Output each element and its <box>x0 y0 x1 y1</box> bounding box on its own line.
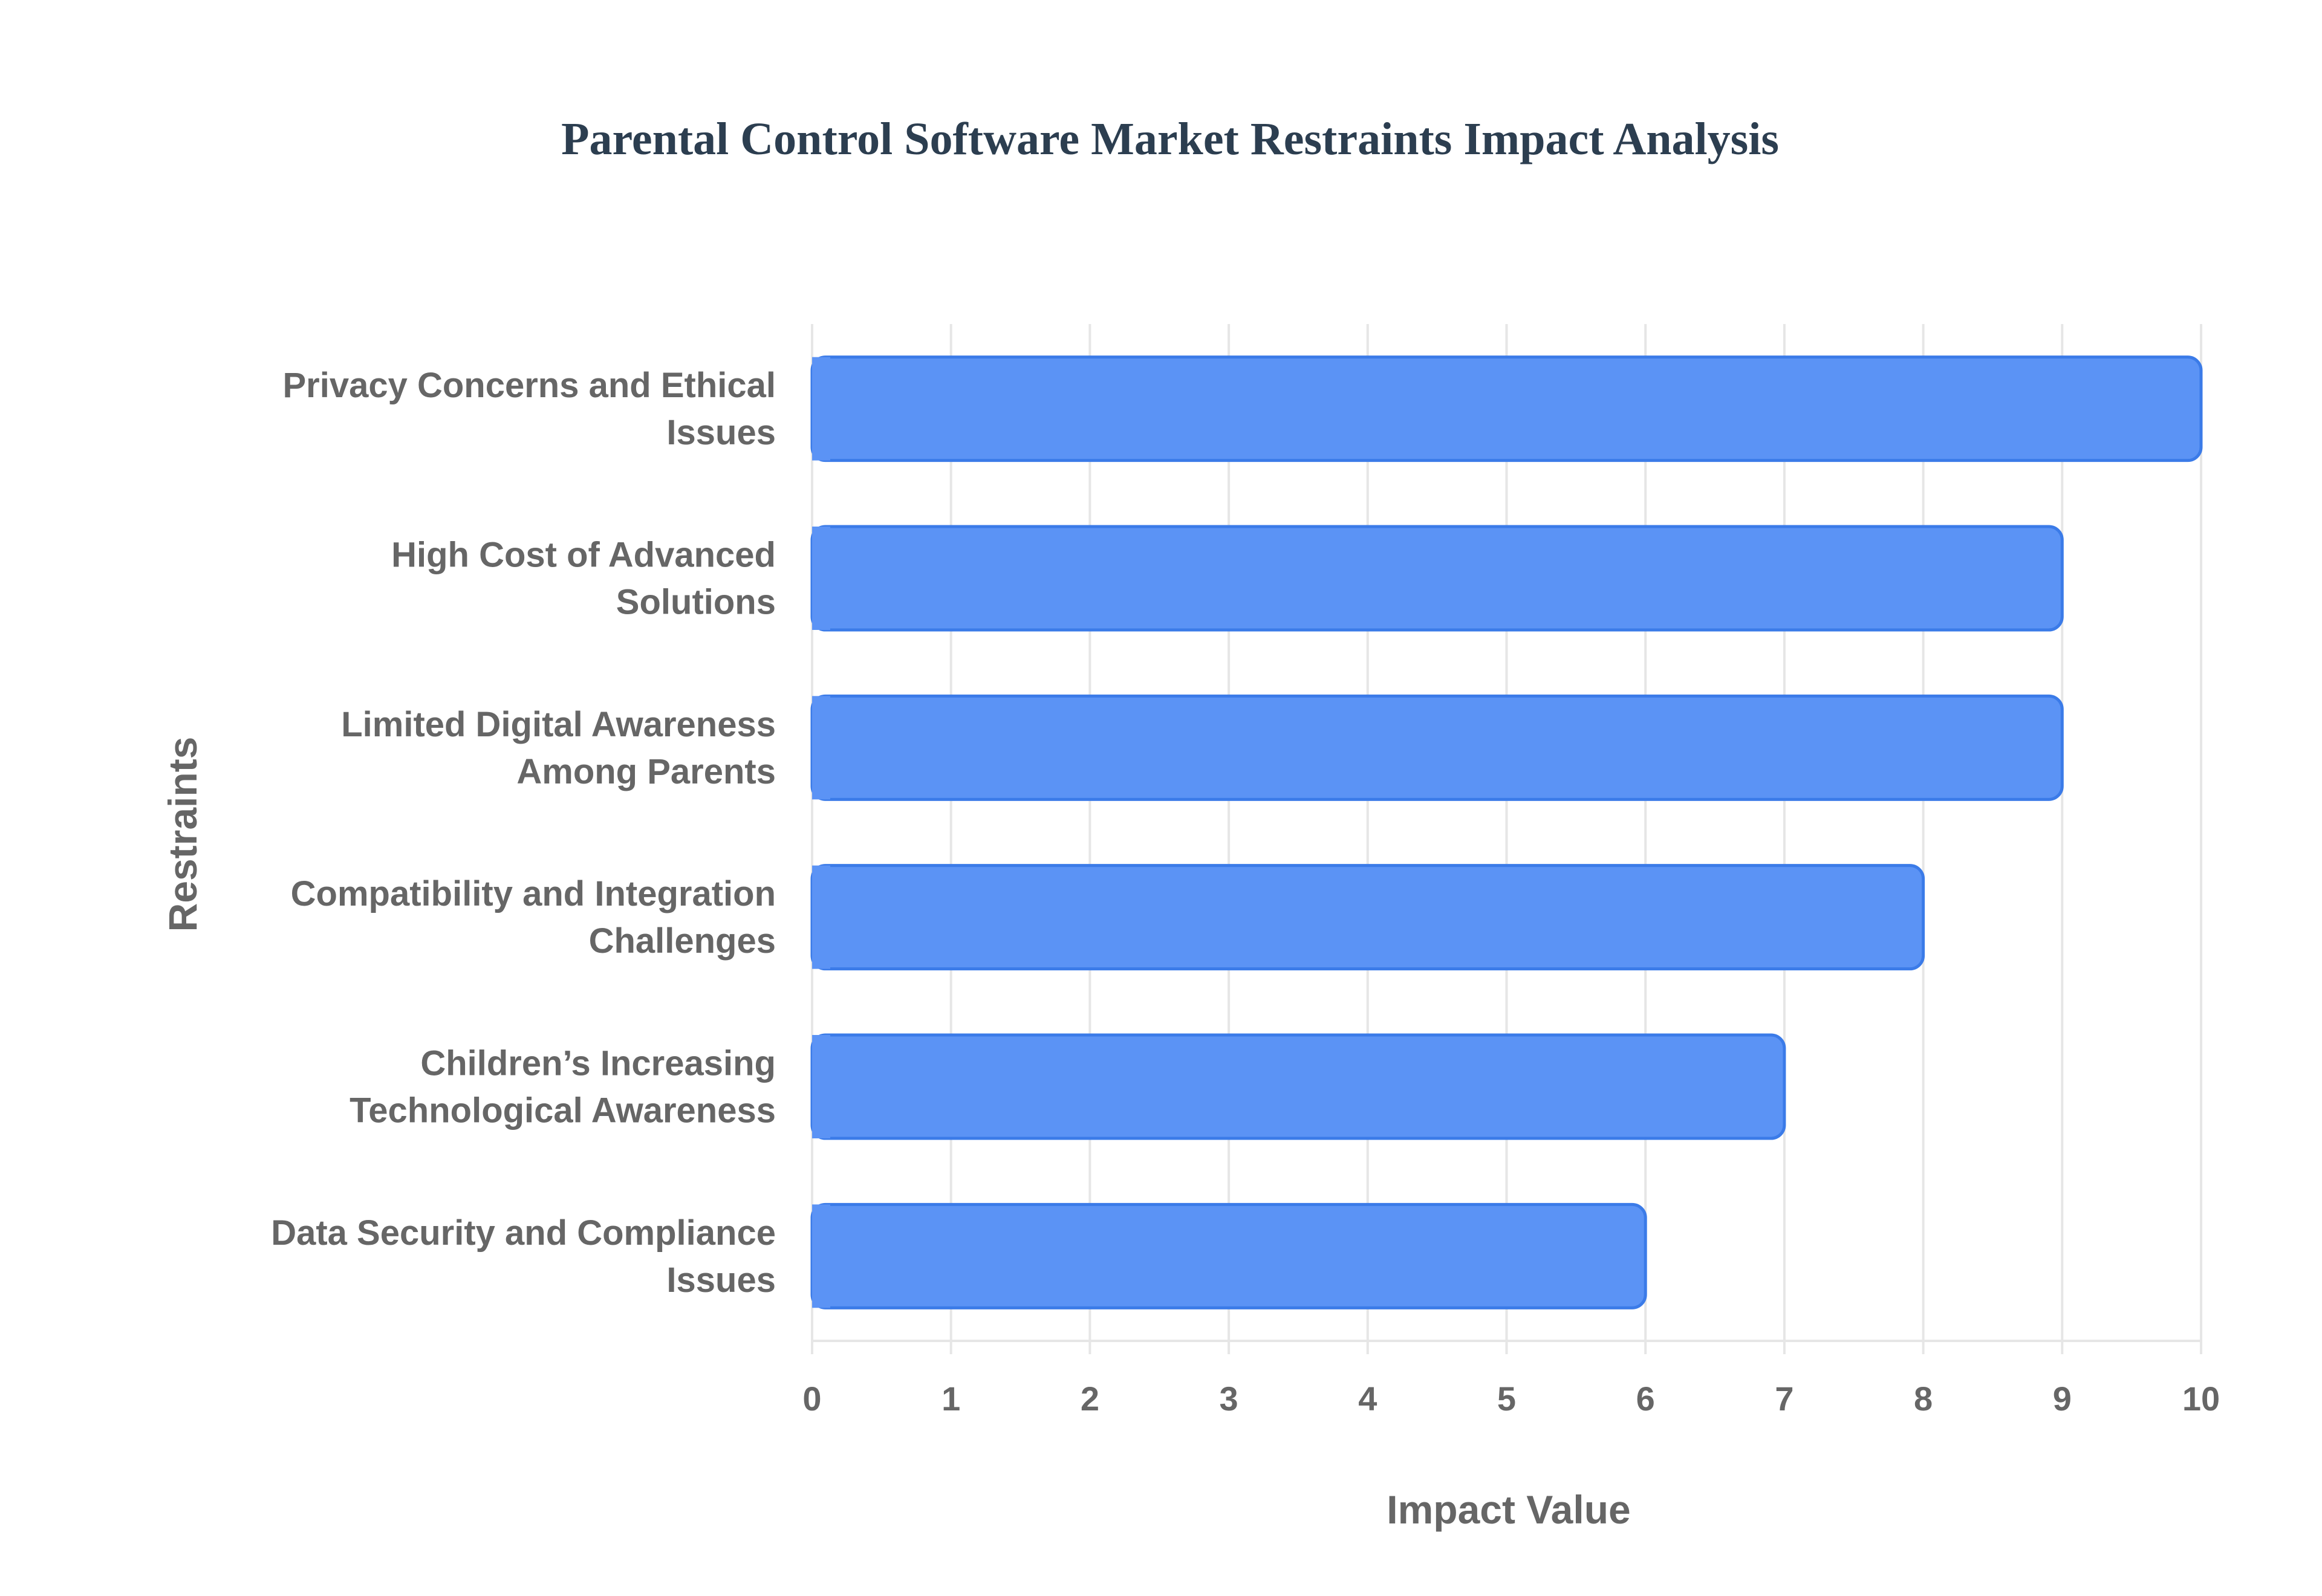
bar-left-cap <box>812 357 830 461</box>
chart-title: Parental Control Software Market Restrai… <box>561 114 1779 164</box>
bar-left-cap <box>812 865 830 969</box>
x-tick-label: 7 <box>1775 1380 1794 1418</box>
bars <box>810 355 2203 1309</box>
category-label: Compatibility and Integration <box>291 874 776 913</box>
category-label: Among Parents <box>516 752 776 791</box>
x-tick-label: 1 <box>941 1380 960 1418</box>
bar[interactable] <box>810 1202 1647 1309</box>
x-tick-label: 9 <box>2053 1380 2072 1418</box>
bar[interactable] <box>810 694 2064 801</box>
category-label: Issues <box>666 413 776 452</box>
category-label: Solutions <box>616 583 776 622</box>
x-tick-label: 3 <box>1220 1380 1238 1418</box>
x-tick-label: 4 <box>1358 1380 1377 1418</box>
category-label: High Cost of Advanced <box>391 536 776 575</box>
category-label: Privacy Concerns and Ethical <box>282 366 776 405</box>
x-tick-label: 5 <box>1497 1380 1516 1418</box>
x-tick-label: 2 <box>1081 1380 1099 1418</box>
category-label: Issues <box>666 1260 776 1300</box>
bar[interactable] <box>810 864 1925 971</box>
x-axis-title: Impact Value <box>1387 1487 1631 1532</box>
category-label: Data Security and Compliance <box>271 1213 776 1253</box>
x-tick-label: 6 <box>1636 1380 1655 1418</box>
y-axis-title: Restraints <box>160 737 205 932</box>
x-tick-labels: 0 1 2 3 4 5 6 7 8 9 10 <box>802 1380 2220 1418</box>
bar-left-cap <box>812 526 830 631</box>
x-tick-label: 8 <box>1914 1380 1933 1418</box>
category-labels: Privacy Concerns and Ethical Issues High C… <box>271 366 776 1300</box>
category-label: Technological Awareness <box>350 1091 776 1130</box>
category-label: Children’s Increasing <box>420 1044 776 1083</box>
bar[interactable] <box>810 355 2203 462</box>
bar-left-cap <box>812 1204 830 1308</box>
bar[interactable] <box>810 525 2064 632</box>
category-label: Challenges <box>589 921 776 961</box>
bar-left-cap <box>812 1034 830 1139</box>
bar[interactable] <box>810 1033 1786 1140</box>
category-label: Limited Digital Awareness <box>341 705 776 744</box>
x-tick-label: 10 <box>2182 1380 2220 1418</box>
bar-left-cap <box>812 696 830 800</box>
grid-lines <box>811 324 2202 1354</box>
x-tick-label: 0 <box>802 1380 821 1418</box>
